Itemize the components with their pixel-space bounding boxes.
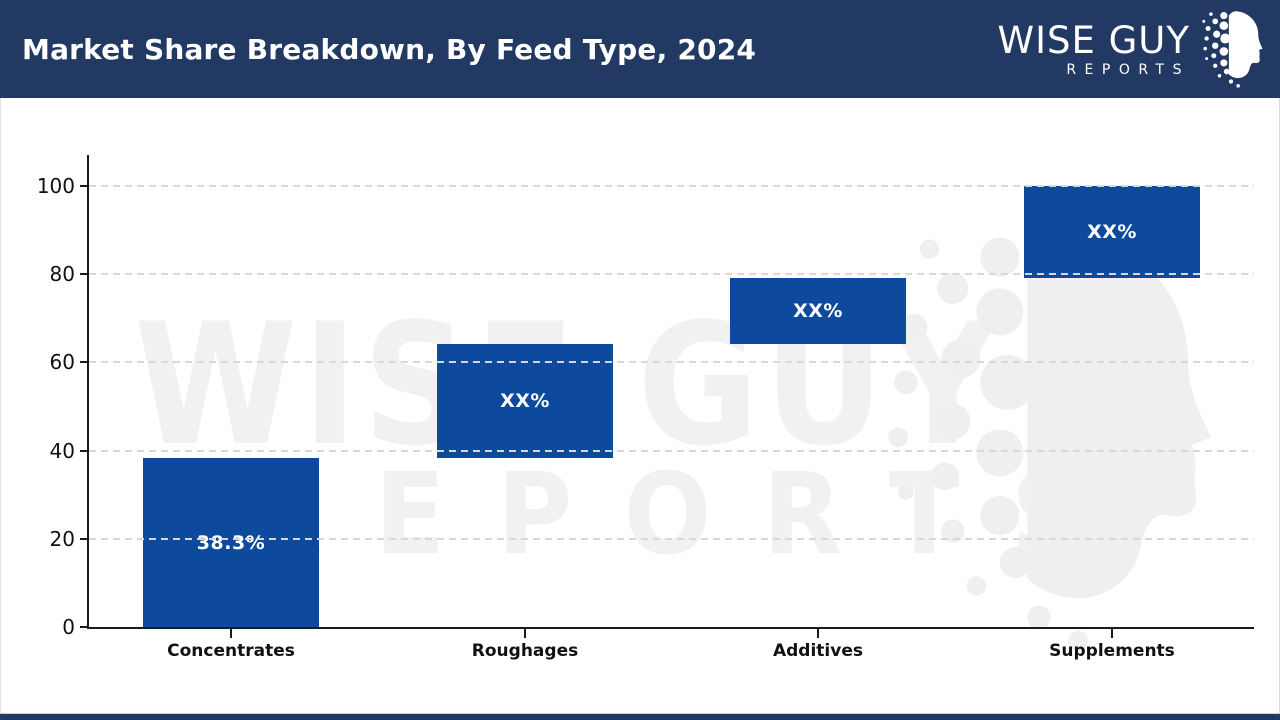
x-tick	[524, 629, 526, 638]
bar-concentrates: 38.3%	[143, 458, 319, 627]
y-gridline	[89, 361, 1254, 364]
y-gridline	[89, 537, 1254, 540]
brand-logo-text: WISE GUY REPORTS	[998, 22, 1190, 78]
x-axis-label: Additives	[772, 641, 863, 661]
bar-value-label: XX%	[500, 389, 550, 412]
brand-subname: REPORTS	[1066, 62, 1190, 78]
brand-head-icon	[1192, 7, 1270, 93]
y-tick	[80, 273, 89, 276]
x-tick	[817, 629, 819, 638]
y-tick	[80, 449, 89, 452]
x-axis-spine	[87, 627, 1254, 629]
header-band: Market Share Breakdown, By Feed Type, 20…	[0, 0, 1280, 98]
chart-area: WISE GUY REPORTS 38.3% Concentrates XX% Rou…	[0, 98, 1280, 713]
y-tick-label: 0	[62, 615, 75, 639]
y-tick	[80, 626, 89, 628]
y-gridline	[89, 185, 1254, 187]
x-axis-label: Roughages	[471, 641, 579, 661]
y-tick	[80, 361, 89, 364]
y-tick-label: 20	[49, 526, 75, 551]
y-gridline	[89, 449, 1254, 452]
chart-title: Market Share Breakdown, By Feed Type, 20…	[22, 32, 757, 66]
bar-additives: XX%	[730, 277, 906, 344]
bar-value-label: 38.3%	[196, 531, 266, 554]
brand-logo: WISE GUY REPORTS	[998, 6, 1270, 94]
footer-band	[0, 714, 1280, 720]
bar-value-label: XX%	[1087, 220, 1137, 243]
y-tick-label: 100	[36, 174, 75, 198]
y-gridline	[89, 273, 1254, 276]
x-tick	[1111, 629, 1113, 638]
x-axis-label: Concentrates	[167, 641, 295, 661]
y-tick-label: 60	[49, 350, 75, 375]
brand-name: WISE GUY	[997, 19, 1190, 62]
x-tick	[230, 629, 232, 638]
y-axis-spine	[87, 155, 89, 629]
figure-border	[0, 713, 1280, 714]
y-tick	[80, 185, 89, 187]
y-tick	[80, 537, 89, 540]
bar-supplements: XX%	[1024, 186, 1200, 278]
x-axis-label: Supplements	[1049, 641, 1175, 661]
y-tick-label: 40	[49, 438, 75, 463]
bar-value-label: XX%	[793, 299, 843, 322]
y-tick-label: 80	[49, 262, 75, 287]
